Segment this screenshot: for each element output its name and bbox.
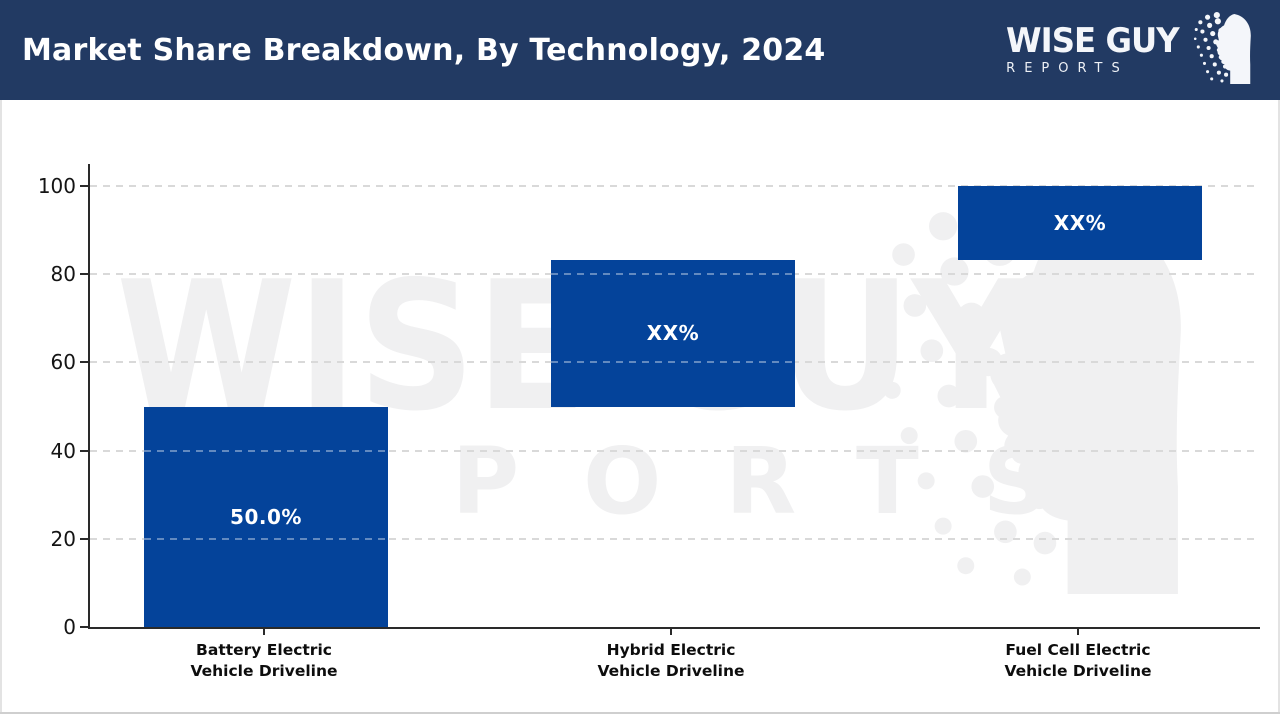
y-axis-tick-label: 100 — [37, 174, 76, 198]
page-title: Market Share Breakdown, By Technology, 2… — [22, 32, 826, 68]
logo-wordmark-sub: REPORTS — [1006, 61, 1129, 76]
bar-segment: 50.0% — [144, 406, 388, 627]
right-border-line — [1278, 100, 1280, 714]
face-logo-icon — [1192, 12, 1254, 84]
logo-wordmark: WISE GUY REPORTS — [1006, 23, 1188, 77]
x-axis-category-label: Fuel Cell Electric Vehicle Driveline — [1004, 641, 1152, 680]
bar-segment: XX% — [958, 186, 1202, 260]
bar-segment: XX% — [551, 259, 795, 407]
y-axis-tick-label: 80 — [50, 262, 76, 287]
x-axis-category-label: Hybrid Electric Vehicle Driveline — [597, 641, 745, 680]
y-axis-tick-mark — [80, 537, 88, 540]
y-axis-tick-mark — [80, 449, 88, 452]
y-axis-tick-mark — [80, 185, 88, 187]
bar-value-label: XX% — [646, 321, 700, 346]
x-axis-tick-mark — [670, 629, 672, 635]
wise-guy-logo: WISE GUY REPORTS — [1006, 16, 1254, 84]
y-axis-tick-label: 0 — [63, 615, 76, 639]
y-axis-tick-mark — [80, 626, 88, 628]
logo-wordmark-main: WISE GUY — [1006, 21, 1180, 61]
gridline-overlay — [144, 449, 388, 452]
bottom-divider — [0, 712, 1280, 714]
x-axis-tick-mark — [263, 629, 265, 635]
gridline — [90, 449, 1260, 452]
bar-value-label: 50.0% — [230, 504, 302, 529]
x-axis-category-label: Battery Electric Vehicle Driveline — [190, 641, 338, 680]
y-axis-tick-label: 20 — [50, 526, 76, 551]
gridline — [90, 537, 1260, 540]
left-border-line — [0, 100, 2, 714]
bar-value-label: XX% — [1053, 210, 1107, 235]
y-axis-tick-label: 40 — [50, 438, 76, 463]
y-axis-tick-mark — [80, 273, 88, 276]
x-axis-tick-mark — [1077, 629, 1079, 635]
y-axis-tick-label: 60 — [50, 350, 76, 375]
gridline-overlay — [551, 361, 795, 364]
plot-area: 50.0% XX% XX% — [88, 164, 1260, 629]
gridline-overlay — [551, 273, 795, 276]
gridline — [90, 185, 1260, 187]
y-axis-tick-mark — [80, 361, 88, 364]
gridline-overlay — [144, 537, 388, 540]
header: Market Share Breakdown, By Technology, 2… — [0, 0, 1280, 100]
